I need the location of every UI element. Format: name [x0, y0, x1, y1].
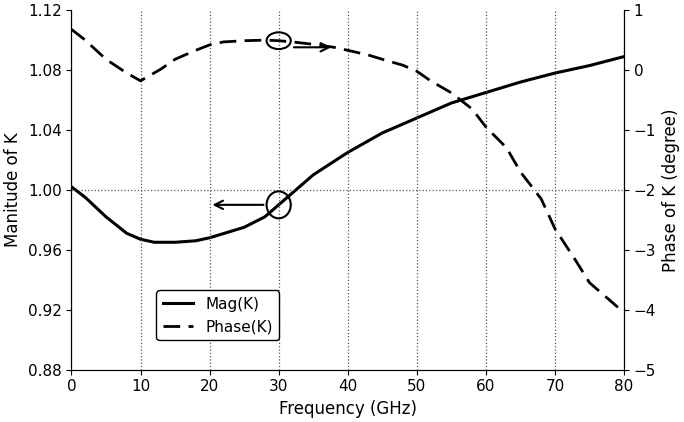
- Mag(K): [136, 237, 144, 242]
- Mag(K): [516, 79, 525, 84]
- Phase(K): [447, 90, 456, 95]
- Mag(K): [551, 70, 559, 76]
- Mag(K): [192, 238, 200, 243]
- Phase(K): [572, 258, 580, 263]
- Mag(K): [289, 190, 297, 195]
- Phase(K): [67, 27, 75, 32]
- Mag(K): [586, 63, 594, 68]
- Mag(K): [482, 90, 490, 95]
- Phase(K): [136, 78, 144, 84]
- Phase(K): [205, 42, 213, 47]
- Phase(K): [240, 38, 248, 43]
- Mag(K): [81, 195, 90, 200]
- Mag(K): [150, 240, 159, 245]
- Phase(K): [503, 146, 511, 151]
- Mag(K): [171, 240, 179, 245]
- Phase(K): [289, 39, 297, 44]
- Mag(K): [205, 235, 213, 240]
- Mag(K): [274, 202, 282, 207]
- Mag(K): [378, 130, 386, 135]
- Mag(K): [67, 184, 75, 189]
- Phase(K): [102, 57, 110, 62]
- Mag(K): [343, 150, 352, 155]
- Phase(K): [365, 53, 373, 58]
- Phase(K): [586, 280, 594, 285]
- Phase(K): [122, 70, 131, 76]
- Phase(K): [81, 38, 90, 43]
- Phase(K): [274, 38, 282, 43]
- Phase(K): [537, 196, 545, 201]
- Phase(K): [427, 78, 435, 84]
- Phase(K): [412, 69, 421, 74]
- Phase(K): [378, 57, 386, 62]
- Mag(K): [122, 231, 131, 236]
- Phase(K): [192, 48, 200, 53]
- Phase(K): [482, 124, 490, 130]
- Phase(K): [399, 63, 407, 68]
- Phase(K): [309, 42, 317, 47]
- Phase(K): [157, 66, 166, 71]
- Mag(K): [412, 116, 421, 121]
- Mag(K): [102, 214, 110, 219]
- Mag(K): [261, 214, 269, 219]
- Phase(K): [330, 45, 338, 50]
- Phase(K): [620, 310, 628, 315]
- Mag(K): [447, 100, 456, 106]
- Mag(K): [240, 225, 248, 230]
- Y-axis label: Phase of K (degree): Phase of K (degree): [662, 108, 680, 272]
- Legend: Mag(K), Phase(K): Mag(K), Phase(K): [157, 290, 279, 341]
- Mag(K): [620, 54, 628, 59]
- Phase(K): [606, 298, 614, 303]
- Line: Mag(K): Mag(K): [71, 57, 624, 242]
- Phase(K): [220, 39, 228, 44]
- Line: Phase(K): Phase(K): [71, 30, 624, 313]
- Phase(K): [468, 106, 476, 111]
- Phase(K): [551, 226, 559, 231]
- X-axis label: Frequency (GHz): Frequency (GHz): [279, 400, 417, 418]
- Phase(K): [171, 57, 179, 62]
- Y-axis label: Manitude of K: Manitude of K: [4, 133, 22, 247]
- Phase(K): [516, 169, 525, 174]
- Phase(K): [343, 48, 352, 53]
- Phase(K): [261, 38, 269, 43]
- Mag(K): [309, 172, 317, 177]
